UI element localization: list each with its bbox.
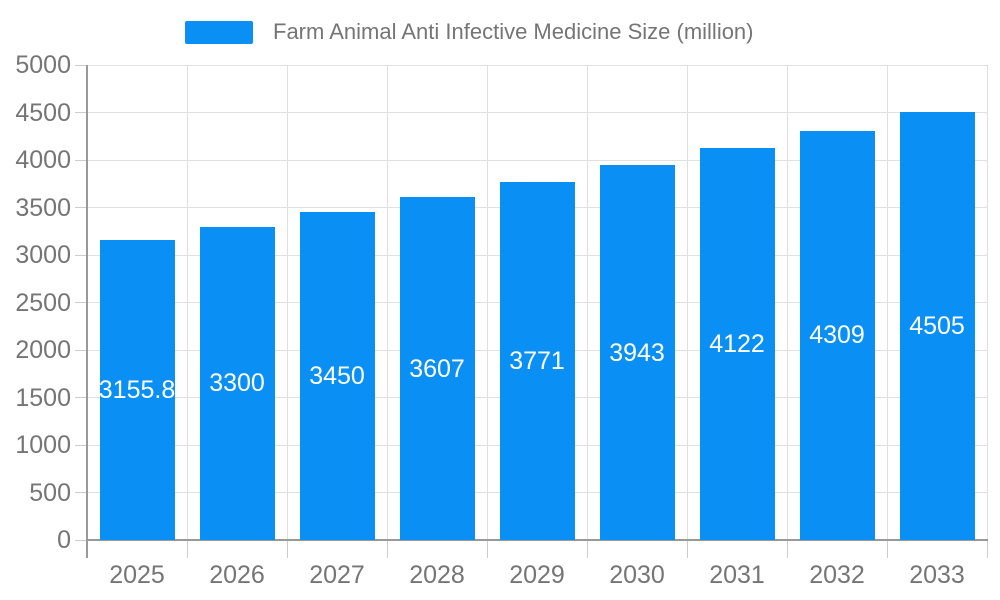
x-axis-label: 2032 (809, 561, 865, 589)
y-axis-line (86, 65, 88, 558)
bar (99, 240, 175, 540)
bar (799, 130, 875, 540)
bar (199, 226, 275, 540)
y-tick (75, 349, 87, 351)
bar-value-label: 4505 (909, 312, 965, 340)
y-axis-label: 2000 (15, 336, 71, 364)
x-gridline (186, 65, 188, 540)
y-tick (75, 207, 87, 208)
x-tick (586, 540, 588, 558)
y-tick (75, 64, 87, 66)
y-tick (75, 159, 87, 161)
y-tick (75, 254, 87, 256)
x-axis-label: 2029 (509, 561, 565, 589)
x-gridline (586, 65, 588, 540)
y-axis-label: 4000 (15, 146, 71, 174)
bar-value-label: 3155.8 (98, 376, 176, 405)
y-axis-label: 1500 (15, 383, 71, 412)
y-axis-label: 0 (57, 526, 71, 554)
y-axis-label: 3500 (15, 193, 71, 222)
legend[interactable]: Farm Animal Anti Infective Medicine Size… (185, 17, 754, 47)
bar-value-label: 3771 (509, 346, 565, 375)
bar-value-label: 3450 (309, 362, 365, 391)
bar-value-label: 3300 (209, 369, 265, 398)
x-tick (286, 540, 288, 558)
y-tick (75, 492, 87, 493)
y-gridline (87, 112, 987, 113)
y-tick (75, 302, 87, 303)
y-tick (75, 397, 87, 398)
x-axis-label: 2028 (409, 561, 465, 589)
bar (899, 112, 975, 540)
x-tick (786, 540, 788, 558)
bar-value-label: 4122 (709, 330, 765, 359)
legend-label[interactable]: Farm Animal Anti Infective Medicine Size… (273, 19, 754, 44)
bar (699, 148, 775, 540)
x-tick (686, 540, 688, 558)
bar-value-label: 3607 (409, 354, 465, 383)
x-axis-line (86, 539, 988, 541)
x-gridline (986, 65, 988, 540)
x-axis-label: 2027 (309, 561, 365, 589)
y-tick (75, 539, 87, 541)
bar (499, 181, 575, 540)
x-tick (986, 540, 988, 558)
x-gridline (886, 65, 888, 540)
y-tick (75, 444, 87, 446)
x-tick (486, 540, 488, 558)
bar (399, 197, 475, 540)
y-axis-label: 4500 (15, 98, 71, 127)
x-gridline (686, 65, 688, 540)
bar (299, 212, 375, 540)
x-tick (386, 540, 388, 558)
y-gridline (87, 159, 987, 161)
bar (599, 165, 675, 540)
y-axis-label: 3000 (15, 241, 71, 269)
x-gridline (786, 65, 788, 540)
x-tick (186, 540, 188, 558)
y-axis-label: 1000 (15, 431, 71, 459)
bar-value-label: 3943 (609, 338, 665, 367)
bar-value-label: 4309 (809, 321, 865, 350)
y-axis-label: 2500 (15, 288, 71, 317)
x-axis-label: 2026 (209, 561, 265, 589)
y-axis-label: 500 (29, 478, 71, 507)
y-tick (75, 112, 87, 113)
x-tick (886, 540, 888, 558)
legend-swatch[interactable] (185, 20, 253, 44)
x-gridline (486, 65, 488, 540)
x-axis-label: 2031 (709, 561, 765, 589)
x-axis-label: 2033 (909, 561, 965, 589)
x-gridline (286, 65, 288, 540)
x-axis-label: 2025 (109, 561, 165, 589)
x-axis-label: 2030 (609, 561, 665, 589)
x-gridline (386, 65, 388, 540)
y-axis-label: 5000 (15, 51, 71, 79)
y-gridline (87, 64, 987, 66)
